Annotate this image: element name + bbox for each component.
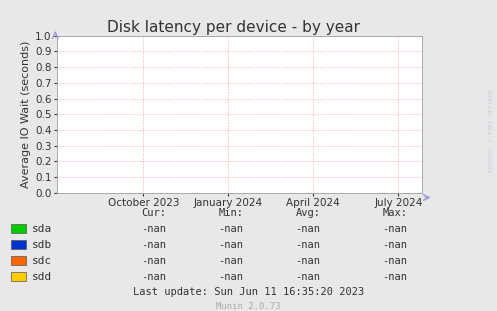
- Text: Avg:: Avg:: [296, 208, 321, 218]
- Text: -nan: -nan: [142, 240, 166, 250]
- Text: -nan: -nan: [383, 224, 408, 234]
- Text: Munin 2.0.73: Munin 2.0.73: [216, 302, 281, 311]
- Text: -nan: -nan: [296, 256, 321, 266]
- Text: -nan: -nan: [219, 272, 244, 282]
- Text: -nan: -nan: [142, 256, 166, 266]
- Text: -nan: -nan: [142, 272, 166, 282]
- Text: Cur:: Cur:: [142, 208, 166, 218]
- Text: -nan: -nan: [383, 256, 408, 266]
- Text: -nan: -nan: [296, 272, 321, 282]
- Text: sdb: sdb: [32, 240, 53, 250]
- Text: Last update: Sun Jun 11 16:35:20 2023: Last update: Sun Jun 11 16:35:20 2023: [133, 287, 364, 297]
- Text: -nan: -nan: [296, 224, 321, 234]
- Text: Min:: Min:: [219, 208, 244, 218]
- Text: -nan: -nan: [296, 240, 321, 250]
- Text: -nan: -nan: [383, 240, 408, 250]
- Text: sdc: sdc: [32, 256, 53, 266]
- Text: -nan: -nan: [219, 224, 244, 234]
- Text: RRDTOOL / TOBI OETIKER: RRDTOOL / TOBI OETIKER: [489, 89, 494, 172]
- Text: Max:: Max:: [383, 208, 408, 218]
- Text: -nan: -nan: [383, 272, 408, 282]
- Text: -nan: -nan: [219, 240, 244, 250]
- Text: sda: sda: [32, 224, 53, 234]
- Y-axis label: Average IO Wait (seconds): Average IO Wait (seconds): [21, 41, 31, 188]
- Text: Disk latency per device - by year: Disk latency per device - by year: [107, 20, 360, 35]
- Text: sdd: sdd: [32, 272, 53, 282]
- Text: -nan: -nan: [219, 256, 244, 266]
- Text: -nan: -nan: [142, 224, 166, 234]
